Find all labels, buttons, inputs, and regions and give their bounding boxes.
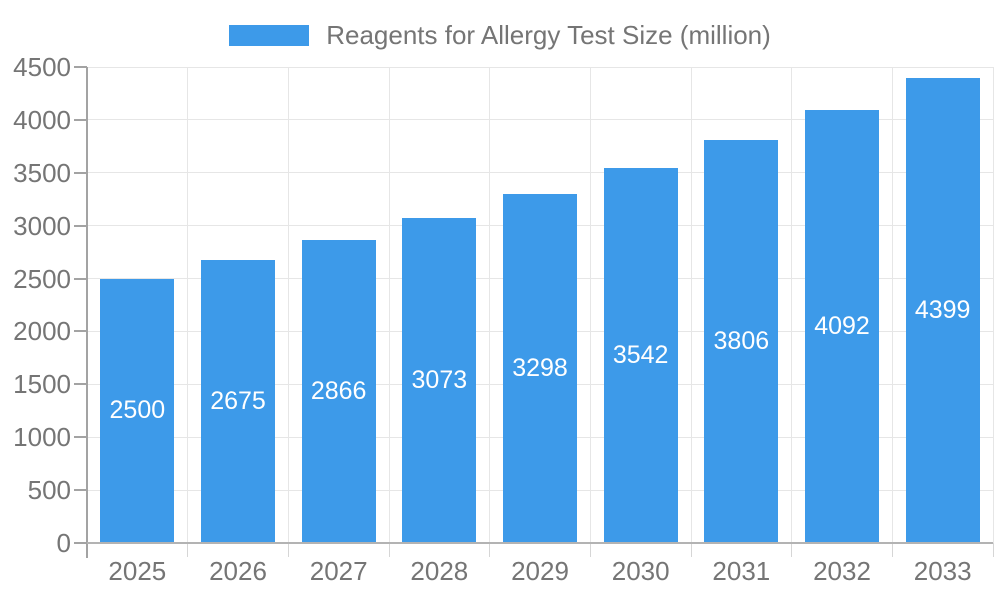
gridline-vertical [388, 67, 390, 543]
gridline-vertical [690, 67, 692, 543]
bar-value-label: 2866 [310, 376, 367, 405]
y-axis-tick [74, 277, 87, 280]
bar-value-label: 2675 [210, 387, 266, 416]
bar-2030[interactable]: 3542 [603, 168, 678, 543]
x-axis-tick-label: 2029 [511, 556, 569, 586]
x-axis-tick [388, 543, 390, 557]
x-axis-tick-label: 2030 [611, 556, 670, 586]
gridline-vertical [992, 67, 994, 543]
legend-label: Reagents for Allergy Test Size (million) [326, 20, 771, 50]
y-axis-line [86, 67, 88, 558]
y-axis-tick-label: 1000 [13, 422, 71, 453]
bar-2029[interactable]: 3298 [503, 194, 577, 543]
y-axis-tick [74, 224, 87, 227]
gridline-horizontal [87, 172, 993, 174]
y-axis-tick-label: 2000 [13, 316, 71, 347]
y-axis-tick-label: 500 [27, 475, 71, 506]
bar-2033[interactable]: 4399 [905, 77, 980, 543]
bar-value-label: 3298 [512, 354, 568, 383]
y-axis-tick [74, 489, 87, 492]
x-axis-tick-label: 2033 [913, 556, 972, 586]
x-axis-tick [791, 543, 793, 557]
gridline-vertical [287, 67, 289, 543]
x-axis-tick [992, 543, 994, 557]
y-axis-tick-label: 0 [56, 528, 71, 558]
y-axis-tick-label: 4500 [13, 52, 71, 82]
y-axis-tick-label: 4000 [13, 104, 71, 135]
bar-value-label: 3073 [411, 365, 468, 394]
x-axis-tick [690, 543, 692, 557]
bar-value-label: 2500 [109, 396, 166, 425]
bar-value-label: 3542 [612, 341, 669, 370]
bar-2031[interactable]: 3806 [704, 140, 779, 543]
plot-area: 0 500 1000 1500 2000 2500 3000 3500 4000 4500 2500… [13, 54, 994, 584]
x-axis-tick-label: 2031 [712, 556, 771, 586]
gridline-horizontal [87, 119, 993, 121]
gridline-vertical [589, 67, 591, 543]
y-axis-tick [74, 383, 87, 386]
gridline-vertical [891, 67, 893, 543]
y-axis-tick [74, 330, 87, 333]
x-axis-tick-label: 2028 [410, 556, 469, 586]
y-axis-tick [74, 542, 87, 544]
x-axis-tick-label: 2025 [108, 556, 167, 586]
bar-value-label: 3806 [713, 327, 770, 356]
x-axis-tick [891, 543, 893, 557]
legend-swatch-icon [229, 25, 310, 46]
y-axis-tick-label: 3500 [13, 157, 71, 188]
x-axis-tick [489, 543, 491, 557]
x-axis-tick [589, 543, 591, 557]
legend[interactable]: Reagents for Allergy Test Size (million) [0, 20, 1000, 51]
x-axis-line [87, 542, 993, 544]
bar-2027[interactable]: 2866 [301, 239, 376, 543]
y-axis-tick-label: 3000 [13, 210, 71, 241]
gridline-vertical [489, 67, 491, 543]
x-axis-tick-label: 2032 [813, 556, 871, 586]
y-axis-tick [74, 118, 87, 121]
y-axis-tick-label: 1500 [13, 369, 71, 400]
bar-2028[interactable]: 3073 [402, 217, 477, 543]
y-axis-tick [74, 66, 87, 68]
bar-2032[interactable]: 4092 [805, 110, 879, 543]
gridline-horizontal [87, 66, 993, 68]
y-axis-tick [74, 171, 87, 174]
bar-value-label: 4092 [814, 312, 870, 341]
x-axis-tick [287, 543, 289, 557]
x-axis-tick-label: 2027 [309, 556, 368, 586]
gridline-vertical [791, 67, 793, 543]
bar-2025[interactable]: 2500 [100, 278, 175, 543]
y-axis-tick-label: 2500 [13, 263, 71, 294]
bar-2026[interactable]: 2675 [201, 260, 275, 543]
gridline-vertical [187, 67, 189, 543]
bar-value-label: 4399 [914, 295, 971, 324]
y-axis-tick [74, 436, 87, 439]
x-axis-tick [187, 543, 189, 557]
x-axis-tick-label: 2026 [209, 556, 267, 586]
